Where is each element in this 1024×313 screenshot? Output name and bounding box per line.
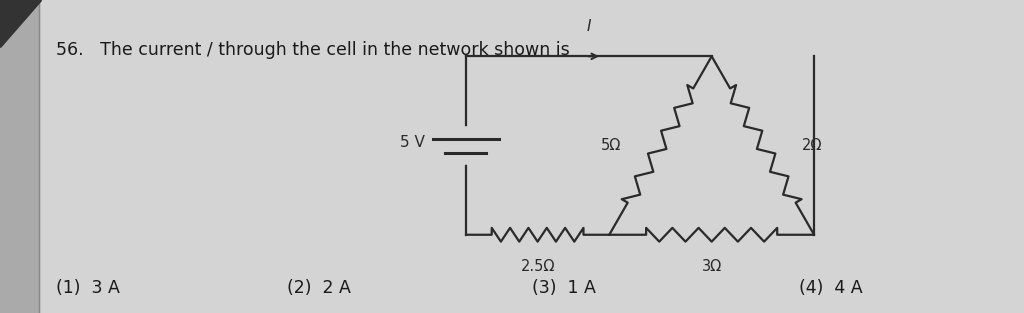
Text: 5 V: 5 V [400, 135, 425, 150]
Text: I: I [587, 19, 591, 34]
Text: 5Ω: 5Ω [601, 138, 622, 153]
Text: 56.   The current / through the cell in the network shown is: 56. The current / through the cell in th… [56, 41, 570, 59]
Text: (1)  3 A: (1) 3 A [56, 279, 120, 297]
Text: (3)  1 A: (3) 1 A [532, 279, 596, 297]
Text: (4)  4 A: (4) 4 A [799, 279, 862, 297]
Text: (2)  2 A: (2) 2 A [287, 279, 350, 297]
Text: 2Ω: 2Ω [802, 138, 822, 153]
Text: 3Ω: 3Ω [701, 259, 722, 274]
Bar [0, 0, 39, 313]
Polygon shape [0, 0, 41, 47]
Text: 2.5Ω: 2.5Ω [520, 259, 555, 274]
